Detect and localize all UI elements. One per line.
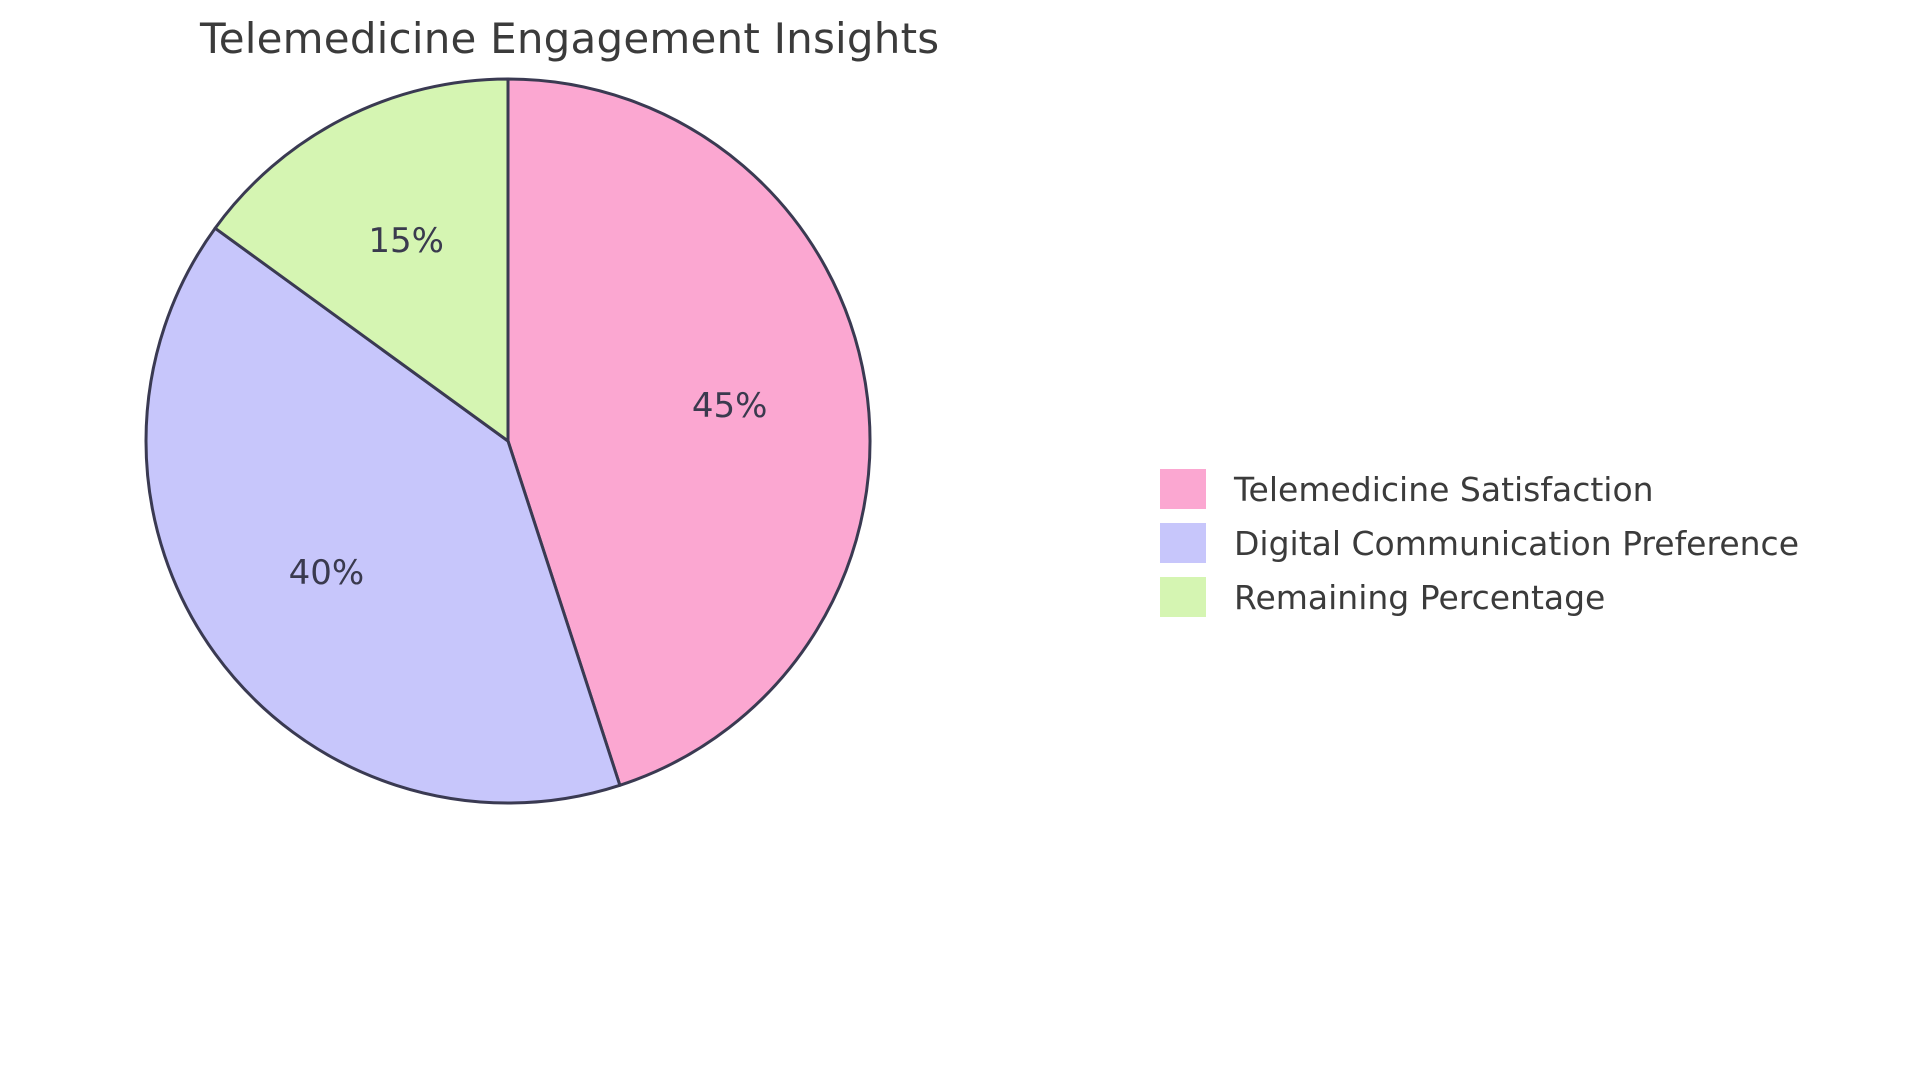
legend-item-remaining-percentage[interactable]: Remaining Percentage bbox=[1160, 570, 1799, 624]
pie-slice-value-label: 45% bbox=[692, 386, 768, 426]
legend-swatch-icon bbox=[1160, 469, 1206, 509]
pie-slice[interactable] bbox=[506, 77, 872, 787]
legend-item-label: Remaining Percentage bbox=[1234, 577, 1606, 617]
legend-item-digital-communication-preference[interactable]: Digital Communication Preference bbox=[1160, 516, 1799, 570]
legend-swatch-icon bbox=[1160, 523, 1206, 563]
pie-slice[interactable] bbox=[213, 77, 510, 443]
legend-swatch-icon bbox=[1160, 577, 1206, 617]
pie-slice-value-label: 40% bbox=[289, 553, 365, 593]
pie-chart-plot-area: 45% 40% 15% bbox=[144, 77, 872, 805]
pie-slice-value-label: 15% bbox=[368, 221, 444, 261]
page-title: Telemedicine Engagement Insights bbox=[200, 14, 940, 63]
legend-item-label: Digital Communication Preference bbox=[1234, 523, 1799, 563]
pie-slice-label-group: 45% 40% 15% bbox=[289, 221, 768, 593]
legend-item-label: Telemedicine Satisfaction bbox=[1234, 469, 1654, 509]
legend-item-telemedicine-satisfaction[interactable]: Telemedicine Satisfaction bbox=[1160, 462, 1799, 516]
chart-legend: Telemedicine Satisfaction Digital Commun… bbox=[1160, 462, 1799, 624]
pie-chart-svg: 45% 40% 15% bbox=[144, 77, 872, 805]
pie-slice-group bbox=[144, 77, 872, 805]
pie-slice[interactable] bbox=[144, 226, 622, 805]
